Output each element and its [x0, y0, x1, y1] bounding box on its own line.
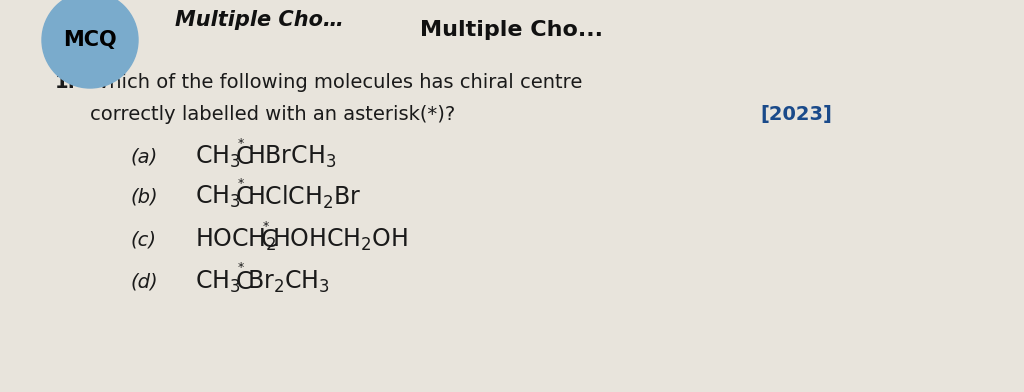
Text: $\mathregular{CH_{3}}$: $\mathregular{CH_{3}}$	[195, 269, 241, 295]
Circle shape	[42, 0, 138, 88]
Text: (b): (b)	[130, 187, 158, 207]
Text: $\mathregular{HClCH_{2}Br}$: $\mathregular{HClCH_{2}Br}$	[247, 183, 361, 211]
Text: $\mathregular{CH_{3}}$: $\mathregular{CH_{3}}$	[195, 184, 241, 210]
Text: *: *	[238, 136, 245, 149]
Text: Which of the following molecules has chiral centre: Which of the following molecules has chi…	[90, 73, 583, 91]
Text: *: *	[263, 220, 269, 232]
Text: $\mathregular{CH_{3}}$: $\mathregular{CH_{3}}$	[195, 144, 241, 170]
Text: $\mathregular{C}$: $\mathregular{C}$	[234, 270, 252, 294]
Text: 1.: 1.	[55, 73, 76, 91]
Text: MCQ: MCQ	[63, 30, 117, 50]
Text: Multiple Cho…: Multiple Cho…	[175, 10, 344, 30]
Text: $\mathregular{C}$: $\mathregular{C}$	[234, 185, 252, 209]
Text: $\mathregular{HOCH_{2}}$: $\mathregular{HOCH_{2}}$	[195, 227, 276, 253]
Text: (c): (c)	[130, 230, 156, 249]
Text: *: *	[238, 261, 245, 274]
Text: Multiple Cho...: Multiple Cho...	[421, 20, 603, 40]
Text: $\mathregular{C}$: $\mathregular{C}$	[260, 228, 278, 252]
Text: $\mathregular{HBrCH_{3}}$: $\mathregular{HBrCH_{3}}$	[247, 144, 336, 170]
Text: [2023]: [2023]	[760, 105, 831, 123]
Text: *: *	[238, 176, 245, 189]
Text: (a): (a)	[130, 147, 158, 167]
Text: (d): (d)	[130, 272, 158, 292]
Text: $\mathregular{HOHCH_{2}OH}$: $\mathregular{HOHCH_{2}OH}$	[272, 227, 408, 253]
Text: correctly labelled with an asterisk(*)?: correctly labelled with an asterisk(*)?	[90, 105, 456, 123]
Text: $\mathregular{Br_{2}CH_{3}}$: $\mathregular{Br_{2}CH_{3}}$	[247, 269, 330, 295]
Text: $\mathregular{C}$: $\mathregular{C}$	[234, 145, 252, 169]
